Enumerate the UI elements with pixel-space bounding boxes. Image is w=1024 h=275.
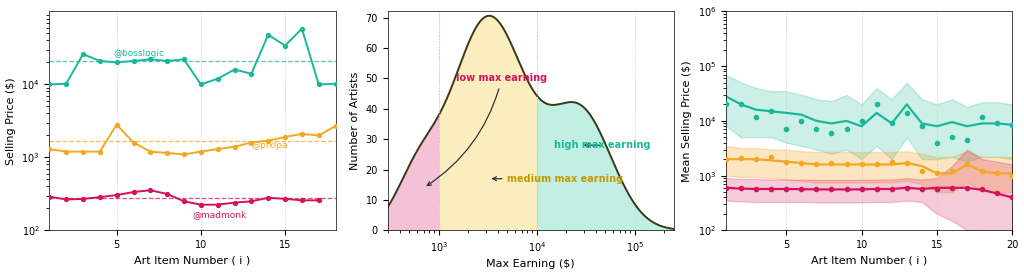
Point [823, 161, 840, 165]
Text: medium max earning: medium max earning [493, 174, 624, 184]
Text: low max earning: low max earning [427, 73, 547, 186]
Point [884, 160, 900, 164]
Point [808, 187, 824, 192]
Point [944, 186, 961, 190]
Point [778, 160, 795, 164]
Point [794, 161, 810, 165]
Point [778, 187, 795, 191]
Point [989, 171, 1006, 175]
Text: @madmonk: @madmonk [193, 210, 247, 219]
Point [763, 187, 779, 191]
Point [944, 135, 961, 140]
Point [913, 169, 930, 174]
Point [853, 162, 869, 167]
Point [718, 186, 734, 190]
Point [1005, 123, 1021, 127]
Y-axis label: Mean Selling Price ($): Mean Selling Price ($) [682, 60, 692, 182]
Point [823, 131, 840, 135]
Point [748, 187, 764, 191]
Point [733, 102, 750, 107]
Point [868, 162, 885, 167]
Point [944, 169, 961, 174]
Point [794, 187, 810, 191]
Point [808, 162, 824, 167]
Point [884, 187, 900, 191]
Text: @bosslogic: @bosslogic [114, 50, 164, 59]
Y-axis label: Number of Artists: Number of Artists [350, 72, 360, 170]
Point [929, 141, 945, 145]
Point [929, 171, 945, 175]
Point [748, 114, 764, 119]
Point [823, 187, 840, 192]
Point [899, 111, 915, 115]
X-axis label: Art Item Number ( i ): Art Item Number ( i ) [134, 256, 251, 266]
Point [958, 162, 975, 167]
Point [839, 162, 855, 167]
Point [748, 157, 764, 161]
Text: @pixlpa: @pixlpa [251, 141, 288, 150]
Point [884, 121, 900, 126]
Point [839, 127, 855, 132]
Point [718, 157, 734, 161]
Point [958, 138, 975, 142]
X-axis label: Max Earning ($): Max Earning ($) [486, 259, 575, 270]
Point [763, 155, 779, 159]
Point [958, 186, 975, 190]
Point [1005, 195, 1021, 200]
Point [929, 186, 945, 191]
Point [913, 124, 930, 128]
Point [718, 102, 734, 107]
Point [853, 119, 869, 123]
Point [974, 114, 990, 119]
Point [808, 127, 824, 132]
Point [913, 187, 930, 191]
Point [763, 109, 779, 114]
Point [868, 187, 885, 191]
Point [989, 190, 1006, 195]
Point [839, 187, 855, 192]
Point [778, 127, 795, 132]
Point [974, 187, 990, 192]
Point [733, 156, 750, 160]
Point [853, 187, 869, 191]
Point [1005, 174, 1021, 178]
Point [974, 169, 990, 174]
Point [794, 119, 810, 123]
Point [868, 102, 885, 107]
Point [899, 161, 915, 165]
Text: high max earning: high max earning [554, 140, 650, 150]
Point [733, 186, 750, 190]
Point [989, 121, 1006, 126]
Point [899, 186, 915, 190]
X-axis label: Art Item Number ( i ): Art Item Number ( i ) [811, 256, 928, 266]
Y-axis label: Selling Price ($): Selling Price ($) [5, 77, 15, 165]
